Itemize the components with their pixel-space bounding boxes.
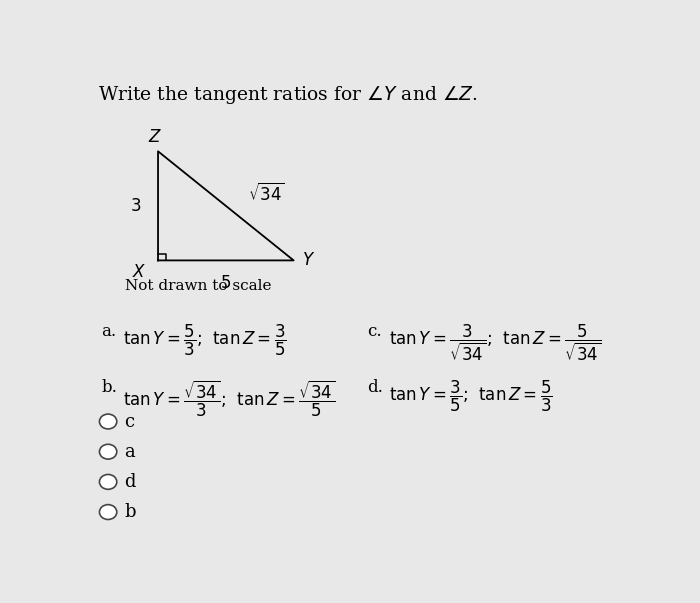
Text: Write the tangent ratios for $\angle Y$ and $\angle Z$.: Write the tangent ratios for $\angle Y$ … [98,84,478,106]
Text: 5: 5 [220,274,231,292]
Text: $\tan Y = \dfrac{3}{5}$;  $\tan Z = \dfrac{5}{3}$: $\tan Y = \dfrac{3}{5}$; $\tan Z = \dfra… [389,379,552,414]
Text: $Z$: $Z$ [148,128,162,146]
Text: b.: b. [101,379,117,396]
Text: $X$: $X$ [132,263,146,281]
Text: $\tan Y = \dfrac{5}{3}$;  $\tan Z = \dfrac{3}{5}$: $\tan Y = \dfrac{5}{3}$; $\tan Z = \dfra… [122,323,286,358]
Text: $\tan Y = \dfrac{\sqrt{34}}{3}$;  $\tan Z = \dfrac{\sqrt{34}}{5}$: $\tan Y = \dfrac{\sqrt{34}}{3}$; $\tan Z… [122,379,335,419]
Circle shape [99,414,117,429]
Text: a: a [125,443,135,461]
Text: $\sqrt{34}$: $\sqrt{34}$ [248,183,284,205]
Text: b: b [125,503,136,521]
Text: a.: a. [101,323,116,340]
Text: $Y$: $Y$ [302,251,315,270]
Circle shape [99,444,117,459]
Text: d.: d. [367,379,383,396]
Text: d: d [125,473,136,491]
Text: Not drawn to scale: Not drawn to scale [125,279,272,293]
Text: c: c [125,412,134,431]
Circle shape [99,475,117,489]
Text: c.: c. [367,323,382,340]
Text: 3: 3 [131,197,141,215]
Text: $\tan Y = \dfrac{3}{\sqrt{34}}$;  $\tan Z = \dfrac{5}{\sqrt{34}}$: $\tan Y = \dfrac{3}{\sqrt{34}}$; $\tan Z… [389,323,601,364]
Circle shape [99,505,117,520]
